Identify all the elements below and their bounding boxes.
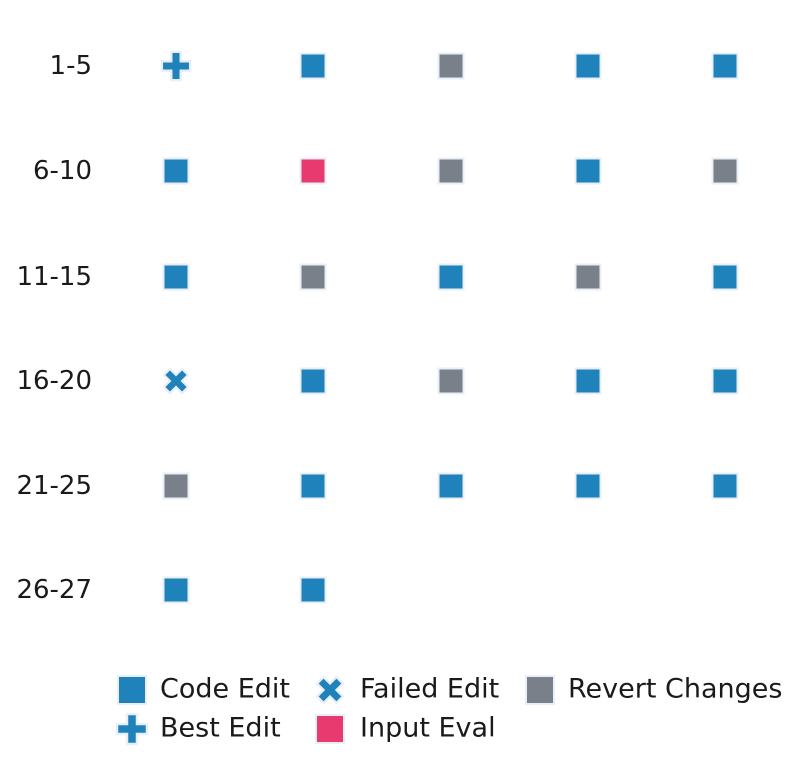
row-label: 26-27 (16, 575, 92, 605)
marker-code-edit-icon (299, 472, 327, 500)
marker-code-edit-icon (711, 472, 739, 500)
marker-revert-changes-icon (299, 263, 327, 291)
marker-code-edit-icon (437, 472, 465, 500)
marker-revert-changes-icon (437, 157, 465, 185)
marker-code-edit-icon (574, 157, 602, 185)
marker-code-edit-icon (162, 157, 190, 185)
marker-revert-changes-icon (437, 52, 465, 80)
marker-input-eval-icon (315, 714, 345, 744)
marker-revert-changes-icon (574, 263, 602, 291)
marker-input-eval-icon (299, 157, 327, 185)
legend-label: Revert Changes (568, 673, 783, 705)
legend-label: Best Edit (160, 712, 281, 744)
marker-code-edit-icon (117, 675, 147, 705)
marker-revert-changes-icon (525, 675, 555, 705)
marker-revert-changes-icon (711, 157, 739, 185)
marker-code-edit-icon (574, 52, 602, 80)
row-label: 6-10 (32, 156, 92, 186)
row-label: 11-15 (16, 262, 92, 292)
marker-code-edit-icon (574, 472, 602, 500)
legend-label: Failed Edit (360, 673, 500, 705)
marker-code-edit-icon (711, 52, 739, 80)
marker-code-edit-icon (162, 263, 190, 291)
legend-label: Code Edit (160, 673, 290, 705)
marker-code-edit-icon (574, 367, 602, 395)
row-label: 1-5 (49, 51, 92, 81)
marker-code-edit-icon (299, 367, 327, 395)
marker-code-edit-icon (437, 263, 465, 291)
row-label: 16-20 (16, 366, 92, 396)
marker-revert-changes-icon (162, 472, 190, 500)
row-label: 21-25 (16, 471, 92, 501)
marker-code-edit-icon (711, 263, 739, 291)
marker-best-edit-icon (160, 50, 192, 82)
legend-label: Input Eval (360, 712, 496, 744)
marker-code-edit-icon (299, 576, 327, 604)
marker-code-edit-icon (711, 367, 739, 395)
marker-failed-edit-icon (162, 367, 191, 396)
marker-failed-edit-icon (315, 675, 346, 706)
marker-code-edit-icon (162, 576, 190, 604)
marker-best-edit-icon (115, 712, 149, 746)
marker-revert-changes-icon (437, 367, 465, 395)
marker-code-edit-icon (299, 52, 327, 80)
